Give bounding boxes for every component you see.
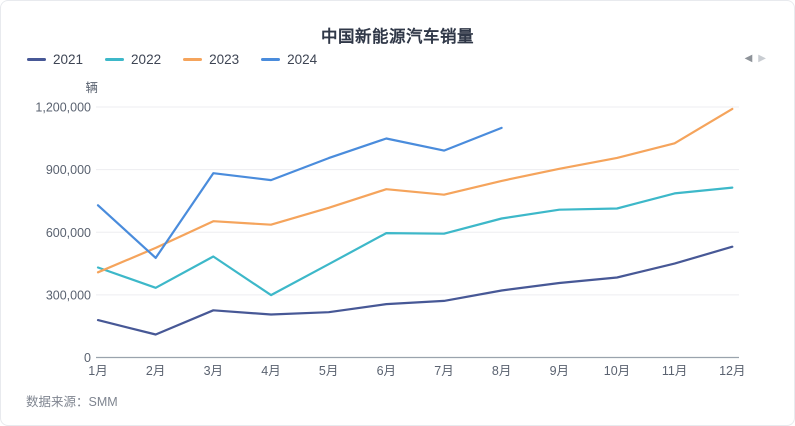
x-tick-label: 3月 [204, 364, 223, 378]
series-line-2024 [96, 126, 503, 259]
x-tick-label: 10月 [604, 364, 630, 378]
legend-pager: ◀ ▶ [745, 54, 766, 64]
x-tick-label: 6月 [377, 364, 396, 378]
legend-line-icon [105, 57, 125, 61]
legend-item-2023[interactable]: 2023 [183, 52, 239, 67]
x-tick-label: 9月 [550, 364, 569, 378]
legend: 2021 2022 2023 2024 [27, 52, 317, 67]
legend-item-label: 2023 [209, 51, 240, 67]
legend-line-icon [261, 57, 281, 61]
chart-title: 中国新能源汽车销量 [321, 28, 474, 46]
legend-row: 2021 2022 2023 2024 ◀ ▶ [27, 50, 766, 68]
x-tick-label: 8月 [492, 364, 511, 378]
prev-page-icon[interactable]: ◀ [744, 53, 753, 64]
legend-item-2021[interactable]: 2021 [27, 52, 83, 67]
next-page-icon[interactable]: ▶ [758, 53, 766, 64]
legend-item-label: 2022 [131, 51, 162, 67]
legend-line-icon [27, 57, 46, 61]
legend-item-label: 2024 [287, 51, 318, 67]
x-tick-label: 1月 [88, 364, 107, 378]
x-tick-label: 5月 [319, 364, 338, 378]
y-tick-label: 0 [84, 351, 91, 365]
y-tick-label: 600,000 [46, 226, 91, 240]
y-tick-label: 1,200,000 [35, 101, 91, 115]
x-tick-label: 11月 [662, 364, 687, 378]
series-line-2021 [96, 245, 734, 336]
x-tick-label: 2月 [146, 364, 165, 378]
legend-item-label: 2021 [53, 51, 84, 67]
y-tick-label: 300,000 [46, 288, 91, 302]
x-tick-label: 4月 [261, 364, 280, 378]
legend-item-2022[interactable]: 2022 [105, 52, 161, 67]
y-tick-label: 900,000 [46, 163, 91, 177]
data-source-label: 数据来源：SMM [26, 395, 118, 409]
x-tick-label: 7月 [434, 364, 453, 378]
series-line-2023 [96, 107, 734, 274]
y-axis-unit-label: 辆 [85, 81, 98, 95]
series-line-2022 [96, 186, 734, 297]
legend-line-icon [183, 57, 203, 61]
x-tick-label: 12月 [719, 364, 745, 378]
legend-item-2024[interactable]: 2024 [261, 52, 317, 67]
